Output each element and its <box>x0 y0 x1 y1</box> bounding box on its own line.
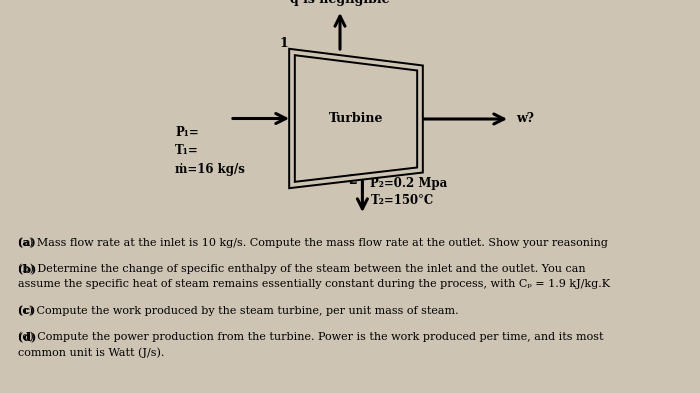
Text: 1: 1 <box>279 37 288 50</box>
Text: assume the specific heat of steam remains essentially constant during the proces: assume the specific heat of steam remain… <box>18 279 610 289</box>
Text: (b) Determine the change of specific enthalpy of the steam between the inlet and: (b) Determine the change of specific ent… <box>18 263 586 274</box>
Text: (c): (c) <box>18 305 35 316</box>
Text: 2: 2 <box>348 174 356 187</box>
Text: common unit is Watt (J/s).: common unit is Watt (J/s). <box>18 347 164 358</box>
Text: Turbine: Turbine <box>329 112 384 125</box>
Text: T₂=150°C: T₂=150°C <box>370 194 433 207</box>
Text: P₂=0.2 Mpa: P₂=0.2 Mpa <box>370 177 448 190</box>
Text: (c) Compute the work produced by the steam turbine, per unit mass of steam.: (c) Compute the work produced by the ste… <box>18 305 458 316</box>
Text: (d): (d) <box>18 331 36 342</box>
Text: (a): (a) <box>18 237 36 248</box>
Text: T₁=: T₁= <box>175 145 199 158</box>
Text: P₁=: P₁= <box>175 127 199 140</box>
Text: (a) Mass flow rate at the inlet is 10 kg/s. Compute the mass flow rate at the ou: (a) Mass flow rate at the inlet is 10 kg… <box>18 237 608 248</box>
Text: (d) Compute the power production from the turbine. Power is the work produced pe: (d) Compute the power production from th… <box>18 331 603 342</box>
Text: ṁ=16 kg/s: ṁ=16 kg/s <box>175 162 245 176</box>
Text: q is negligible: q is negligible <box>290 0 390 6</box>
Text: w?: w? <box>516 112 534 125</box>
Text: (b): (b) <box>18 263 36 274</box>
